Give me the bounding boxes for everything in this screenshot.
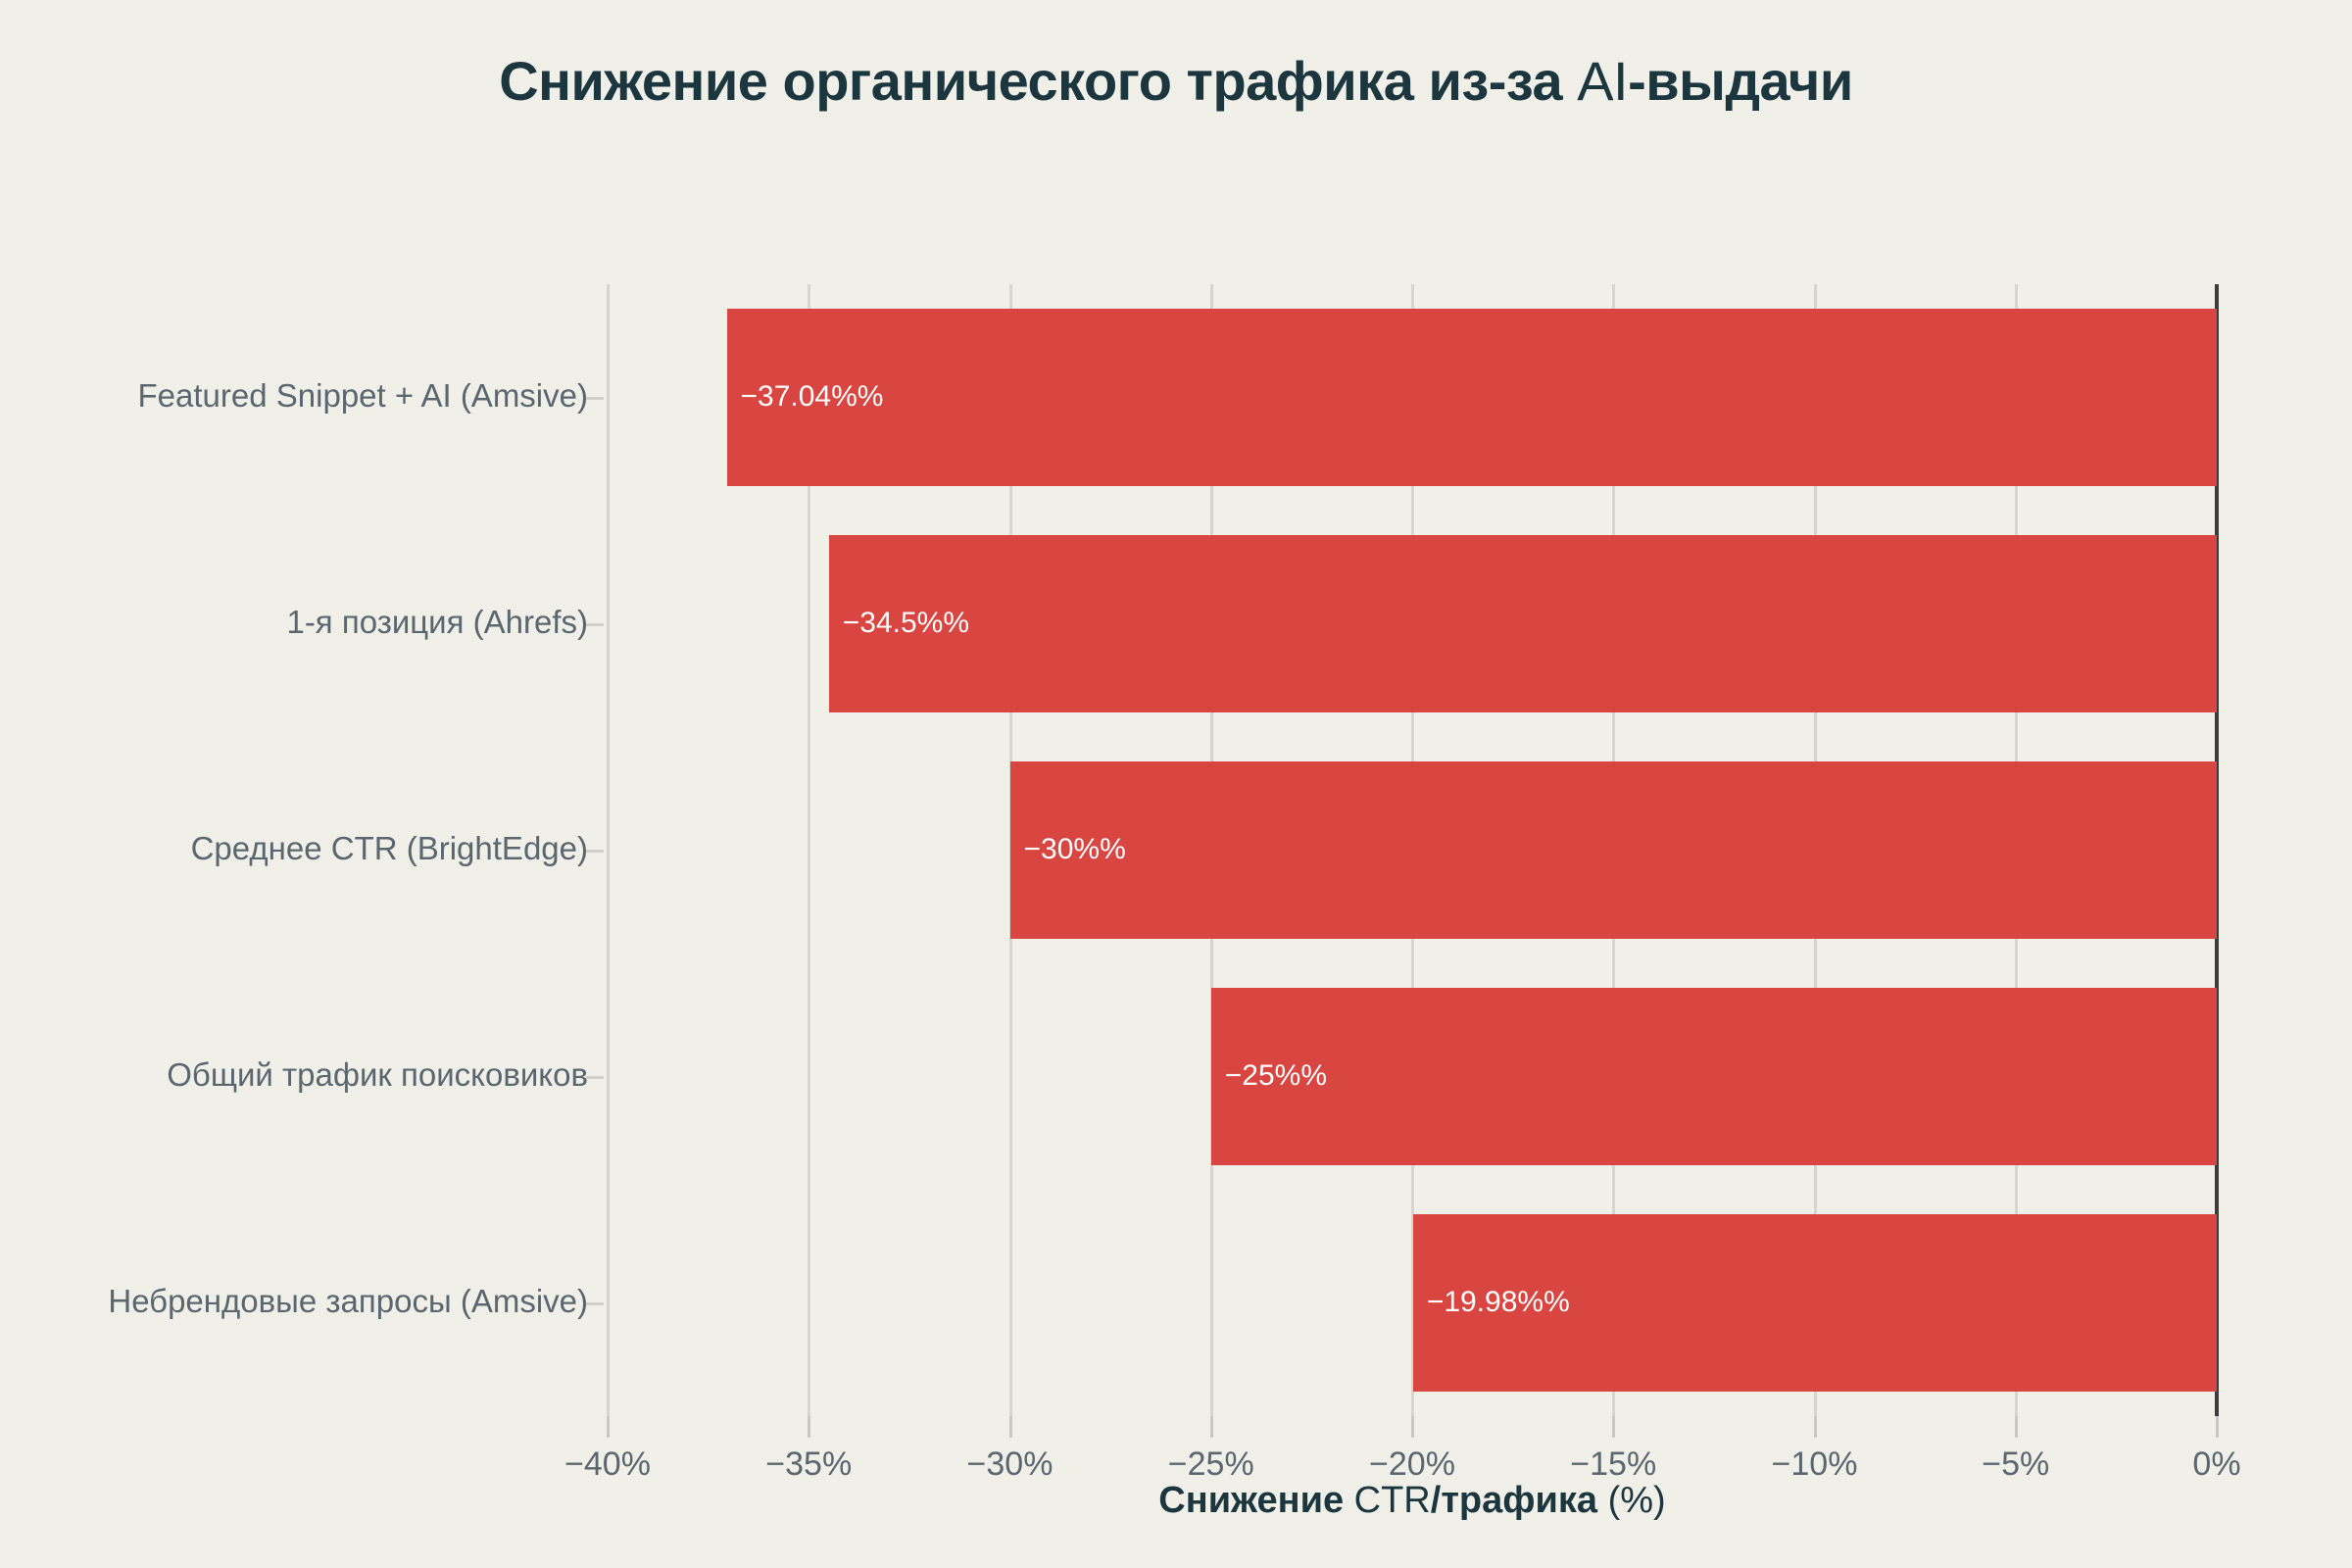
x-axis-title-part-2: / (1430, 1480, 1442, 1521)
chart-title-part-0: Снижение органического трафика из-за (499, 50, 1578, 112)
x-tick-label-3: −25% (1167, 1446, 1254, 1483)
x-tick-4 (1411, 1416, 1414, 1438)
bar-value-label: −25%% (1224, 1058, 1327, 1092)
bar-value-label: −37.04%% (740, 379, 884, 413)
y-category-label: Небрендовые запросы (Amsive) (108, 1282, 588, 1319)
bar-value-label: −30%% (1023, 832, 1126, 865)
x-tick-8 (2216, 1416, 2219, 1438)
x-tick-5 (1612, 1416, 1616, 1438)
gridline-1 (808, 284, 811, 1416)
x-tick-label-7: −5% (1982, 1446, 2050, 1483)
y-category-label: 1-я позиция (Ahrefs) (286, 603, 588, 640)
bar[interactable] (1412, 1214, 2217, 1392)
bar[interactable] (1210, 988, 2217, 1165)
x-tick-label-6: −10% (1771, 1446, 1858, 1483)
y-category-label: Общий трафик поисковиков (167, 1055, 588, 1093)
bar[interactable] (828, 535, 2217, 712)
chart-title: Снижение органического трафика из-за AI-… (0, 49, 2352, 113)
x-axis-title-part-1: CTR (1353, 1480, 1431, 1521)
x-axis-title-part-0: Снижение (1158, 1480, 1354, 1521)
x-tick-label-0: −40% (564, 1446, 651, 1483)
x-tick-7 (2014, 1416, 2018, 1438)
y-category-label: Среднее CTR (BrightEdge) (190, 829, 588, 866)
x-axis-title-part-4: (%) (1597, 1480, 1666, 1521)
x-tick-label-1: −35% (765, 1446, 853, 1483)
y-tick (586, 396, 604, 400)
x-tick-3 (1209, 1416, 1213, 1438)
y-category-label: Featured Snippet + AI (Amsive) (137, 376, 588, 414)
y-tick (586, 1075, 604, 1079)
x-tick-label-2: −30% (966, 1446, 1054, 1483)
zero-axis-line (2215, 284, 2219, 1416)
x-tick-0 (607, 1416, 610, 1438)
bar-value-label: −34.5%% (842, 606, 970, 639)
x-axis-title: Снижение CTR/трафика (%) (608, 1480, 2217, 1522)
bar[interactable] (1009, 761, 2217, 939)
x-tick-label-4: −20% (1369, 1446, 1455, 1483)
bar-value-label: −19.98%% (1426, 1285, 1570, 1318)
x-axis-title-part-3: трафика (1441, 1480, 1598, 1521)
gridline-0 (607, 284, 610, 1416)
x-tick-label-5: −15% (1570, 1446, 1657, 1483)
x-tick-label-8: 0% (2192, 1446, 2241, 1483)
chart-title-part-2: -выдачи (1628, 50, 1853, 112)
x-tick-2 (1008, 1416, 1012, 1438)
x-tick-1 (808, 1416, 811, 1438)
y-tick (586, 622, 604, 626)
bar[interactable] (726, 309, 2217, 486)
y-tick (586, 1301, 604, 1305)
x-tick-6 (1813, 1416, 1817, 1438)
y-tick (586, 849, 604, 853)
plot-area: −40% −35% −30% −25% −20% −15% −10% −5% 0% −37.04%… (108, 284, 2241, 1483)
chart-title-part-1: AI (1577, 50, 1629, 112)
